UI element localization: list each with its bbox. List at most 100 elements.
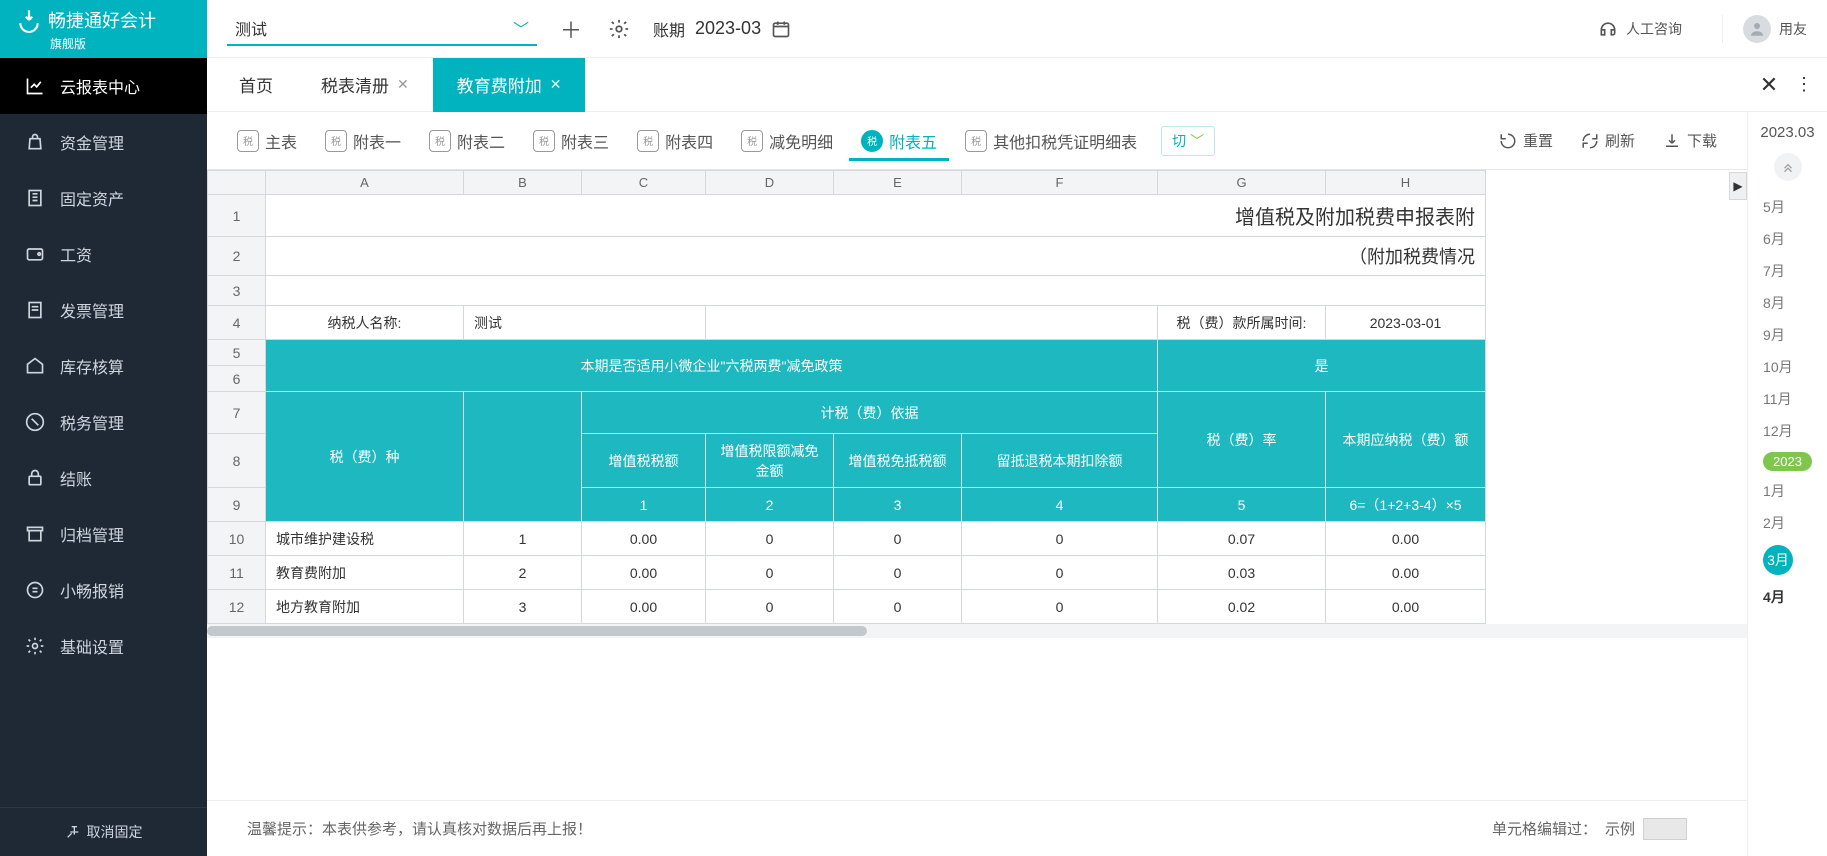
sheet-tab-main[interactable]: 税主表 [225, 121, 309, 161]
sidebar-unpin[interactable]: 取消固定 [0, 807, 207, 856]
timeline-month[interactable]: 7月 [1763, 255, 1812, 287]
sidebar-item-archive[interactable]: 归档管理 [0, 506, 207, 562]
sheet-tab-sub1[interactable]: 税附表一 [313, 121, 413, 161]
sheet-tab-sub2[interactable]: 税附表二 [417, 121, 517, 161]
sidebar-item-salary[interactable]: 工资 [0, 226, 207, 282]
close-icon[interactable]: ✕ [397, 76, 409, 93]
column-header[interactable]: C [582, 171, 706, 195]
sheet-tab-other[interactable]: 税其他扣税凭证明细表 [953, 121, 1149, 161]
grid-cell[interactable]: 0 [962, 556, 1158, 590]
column-header[interactable]: A [266, 171, 464, 195]
refresh-button[interactable]: 刷新 [1569, 130, 1647, 151]
grid-cell[interactable]: 3 [464, 590, 582, 624]
grid-cell[interactable]: 0 [706, 556, 834, 590]
grid-cell[interactable]: 0.00 [582, 522, 706, 556]
grid-cell[interactable]: 纳税人名称: [266, 306, 464, 340]
close-all-tabs[interactable]: ✕ [1749, 72, 1789, 98]
tab-edu-surcharge[interactable]: 教育费附加 ✕ [433, 58, 586, 112]
sidebar-item-report-center[interactable]: 云报表中心 [0, 58, 207, 114]
row-header[interactable]: 12 [208, 590, 266, 624]
sheet-tab-sub3[interactable]: 税附表三 [521, 121, 621, 161]
more-tabs[interactable]: ⋮ [1789, 74, 1819, 95]
row-header[interactable]: 4 [208, 306, 266, 340]
company-selector[interactable]: 测试 ﹀ [227, 12, 537, 46]
reset-button[interactable]: 重置 [1487, 130, 1565, 151]
timeline-month-current[interactable]: 3月 [1763, 539, 1812, 581]
grid-cell[interactable]: 地方教育附加 [266, 590, 464, 624]
grid-cell[interactable]: 2023-03-01 [1326, 306, 1486, 340]
download-button[interactable]: 下载 [1651, 130, 1729, 151]
grid-cell[interactable]: 城市维护建设税 [266, 522, 464, 556]
row-header[interactable]: 11 [208, 556, 266, 590]
grid-cell[interactable]: 0.07 [1158, 522, 1326, 556]
consult-button[interactable]: 人工咨询 [1598, 19, 1682, 39]
timeline-month[interactable]: 8月 [1763, 287, 1812, 319]
grid-cell[interactable]: 测试 [464, 306, 706, 340]
sidebar-item-expense[interactable]: 小畅报销 [0, 562, 207, 618]
sidebar-item-tax[interactable]: 税务管理 [0, 394, 207, 450]
grid-cell[interactable]: 0 [962, 522, 1158, 556]
row-header[interactable]: 3 [208, 276, 266, 306]
grid-cell[interactable]: 0.00 [582, 556, 706, 590]
timeline-month[interactable]: 11月 [1763, 383, 1812, 415]
period-selector[interactable]: 账期 2023-03 [653, 17, 791, 41]
tab-tax-list[interactable]: 税表清册 ✕ [297, 58, 433, 112]
grid-cell[interactable]: 0.03 [1158, 556, 1326, 590]
settings-button[interactable] [605, 15, 633, 43]
grid-cell[interactable]: 0.00 [1326, 590, 1486, 624]
sheet-tab-exempt[interactable]: 税减免明细 [729, 121, 845, 161]
grid-cell[interactable]: 0 [962, 590, 1158, 624]
timeline-year[interactable]: 2023 [1763, 447, 1812, 475]
grid-cell[interactable]: 税（费）款所属时间: [1158, 306, 1326, 340]
grid-cell[interactable]: 0.02 [1158, 590, 1326, 624]
sidebar-item-closing[interactable]: 结账 [0, 450, 207, 506]
sidebar-item-invoice[interactable]: 发票管理 [0, 282, 207, 338]
tab-home[interactable]: 首页 [215, 58, 297, 112]
spreadsheet[interactable]: ▶ ABCDEFGH1增值税及附加税费申报表附2（附加税费情况34纳税人名称:测… [207, 170, 1747, 800]
timeline-month[interactable]: 2月 [1763, 507, 1812, 539]
timeline-month[interactable]: 10月 [1763, 351, 1812, 383]
row-header[interactable]: 7 [208, 392, 266, 434]
row-header[interactable]: 8 [208, 434, 266, 488]
timeline-month[interactable]: 6月 [1763, 223, 1812, 255]
row-header[interactable]: 6 [208, 366, 266, 392]
sidebar-item-funds[interactable]: 资金管理 [0, 114, 207, 170]
close-icon[interactable]: ✕ [550, 76, 562, 93]
add-button[interactable]: ＋ [557, 15, 585, 43]
sidebar-item-inventory[interactable]: 库存核算 [0, 338, 207, 394]
sheet-tab-sub5[interactable]: 税附表五 [849, 121, 949, 161]
timeline-month[interactable]: 12月 [1763, 415, 1812, 447]
grid-cell[interactable]: 2 [464, 556, 582, 590]
column-header[interactable]: F [962, 171, 1158, 195]
switch-button[interactable]: 切 ﹀ [1161, 126, 1215, 156]
row-header[interactable]: 10 [208, 522, 266, 556]
timeline-month[interactable]: 9月 [1763, 319, 1812, 351]
timeline-month[interactable]: 5月 [1763, 191, 1812, 223]
column-header[interactable]: H [1326, 171, 1486, 195]
grid-cell[interactable]: 1 [464, 522, 582, 556]
sidebar-item-fixed-assets[interactable]: 固定资产 [0, 170, 207, 226]
timeline-month[interactable]: 4月 [1763, 581, 1812, 613]
column-header[interactable]: B [464, 171, 582, 195]
row-header[interactable]: 5 [208, 340, 266, 366]
grid-cell[interactable]: 0 [834, 556, 962, 590]
row-header[interactable]: 9 [208, 488, 266, 522]
column-header[interactable]: E [834, 171, 962, 195]
column-header[interactable]: D [706, 171, 834, 195]
user-menu[interactable]: 用友 [1722, 15, 1807, 43]
timeline-month[interactable]: 1月 [1763, 475, 1812, 507]
grid-cell[interactable]: 0.00 [582, 590, 706, 624]
sidebar-item-settings[interactable]: 基础设置 [0, 618, 207, 674]
sheet-tab-sub4[interactable]: 税附表四 [625, 121, 725, 161]
grid-cell[interactable]: 教育费附加 [266, 556, 464, 590]
grid-cell[interactable]: 0 [706, 590, 834, 624]
grid-cell[interactable] [706, 306, 1158, 340]
grid-cell[interactable]: 0 [834, 522, 962, 556]
grid-cell[interactable]: 0.00 [1326, 556, 1486, 590]
grid-cell[interactable]: 0 [834, 590, 962, 624]
row-header[interactable]: 2 [208, 237, 266, 276]
grid-cell[interactable] [266, 276, 1486, 306]
expand-handle[interactable]: ▶ [1729, 172, 1747, 200]
horizontal-scrollbar[interactable] [207, 624, 1747, 638]
grid-cell[interactable]: 0.00 [1326, 522, 1486, 556]
